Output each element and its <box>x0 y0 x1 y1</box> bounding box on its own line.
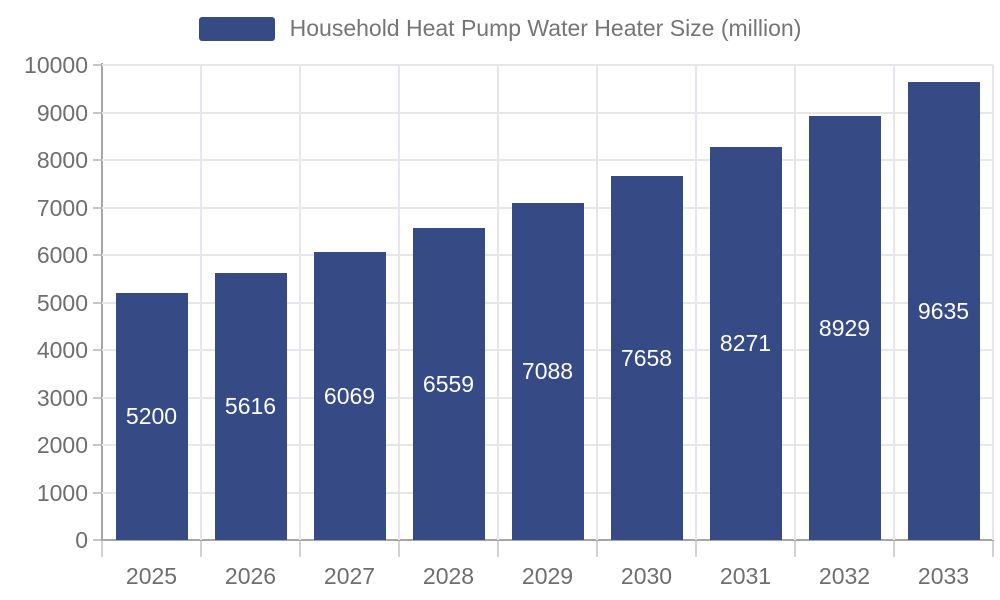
y-axis-tick <box>93 539 101 541</box>
v-gridline <box>497 65 499 540</box>
v-gridline <box>893 65 895 540</box>
y-axis-label: 7000 <box>36 194 88 221</box>
legend-label: Household Heat Pump Water Heater Size (m… <box>289 15 802 41</box>
v-gridline <box>596 65 598 540</box>
v-gridline <box>299 65 301 540</box>
bar-value-label: 8929 <box>818 314 871 341</box>
x-axis-label: 2031 <box>719 563 772 589</box>
x-axis-tick <box>497 541 499 557</box>
bar-value-label: 6559 <box>422 370 475 397</box>
y-axis-label: 9000 <box>36 99 88 126</box>
bar-2031[interactable]: 8271 <box>709 147 782 540</box>
y-axis-label: 3000 <box>36 384 88 411</box>
y-axis-tick <box>93 206 101 209</box>
y-axis-tick <box>93 491 101 494</box>
v-gridline <box>200 65 202 540</box>
x-axis-label: 2033 <box>917 563 970 589</box>
x-axis-tick <box>794 541 796 557</box>
bar-value-label: 7658 <box>620 344 673 371</box>
bar-value-label: 9635 <box>917 297 970 324</box>
y-axis-tick <box>93 254 101 256</box>
bar-2028[interactable]: 6559 <box>412 228 485 540</box>
v-gridline <box>398 65 400 540</box>
y-axis-label: 0 <box>75 527 88 553</box>
y-axis-tick <box>93 349 101 351</box>
bar-value-label: 8271 <box>719 330 772 356</box>
y-axis-label: 2000 <box>36 432 88 458</box>
y-axis-tick <box>93 159 101 161</box>
plot-area: 5200 5616 6069 6559 7088 7658 8271 8929 9635 <box>102 64 994 540</box>
x-axis-line <box>100 539 994 541</box>
x-axis-tick <box>398 541 400 557</box>
y-axis-label: 8000 <box>36 147 88 173</box>
y-axis-label: 10000 <box>24 52 88 78</box>
x-axis-tick <box>596 541 598 557</box>
y-axis-tick <box>93 444 101 446</box>
v-gridline <box>695 65 697 540</box>
bar-2029[interactable]: 7088 <box>511 203 584 540</box>
y-axis-tick <box>93 64 101 66</box>
y-axis-label: 6000 <box>36 242 88 268</box>
legend-swatch <box>198 16 275 41</box>
y-axis-tick <box>93 301 101 304</box>
chart-legend[interactable]: Household Heat Pump Water Heater Size (m… <box>0 15 1000 42</box>
x-axis-label: 2029 <box>521 563 574 589</box>
x-axis-label: 2027 <box>323 563 376 589</box>
x-axis-tick <box>695 541 697 557</box>
bar-2033[interactable]: 9635 <box>907 82 980 540</box>
x-axis-tick <box>101 541 103 557</box>
bar-value-label: 6069 <box>323 382 376 409</box>
x-axis-tick <box>299 541 301 557</box>
x-axis-tick <box>893 541 895 557</box>
x-axis-label: 2026 <box>224 563 277 589</box>
bar-2027[interactable]: 6069 <box>313 252 386 540</box>
h-gridline <box>102 111 993 114</box>
bar-value-label: 5200 <box>125 403 178 429</box>
v-gridline <box>992 65 994 540</box>
bar-value-label: 7088 <box>521 358 574 384</box>
bar-2026[interactable]: 5616 <box>214 273 287 540</box>
y-axis-tick <box>93 396 101 399</box>
h-gridline <box>102 159 993 161</box>
x-axis-label: 2030 <box>620 563 673 589</box>
y-axis-label: 5000 <box>36 289 88 316</box>
x-axis-tick <box>200 541 202 557</box>
y-axis-label: 4000 <box>36 337 88 363</box>
bar-2032[interactable]: 8929 <box>808 116 881 540</box>
v-gridline <box>794 65 796 540</box>
x-axis-label: 2032 <box>818 563 871 589</box>
x-axis-label: 2028 <box>422 563 475 589</box>
bar-2030[interactable]: 7658 <box>610 176 683 540</box>
y-axis-label: 1000 <box>36 479 88 506</box>
h-gridline <box>102 64 993 66</box>
bar-2025[interactable]: 5200 <box>115 293 188 540</box>
x-axis-label: 2025 <box>125 563 178 589</box>
y-axis-tick <box>93 111 101 114</box>
bar-value-label: 5616 <box>224 393 277 419</box>
x-axis-tick <box>992 541 994 557</box>
